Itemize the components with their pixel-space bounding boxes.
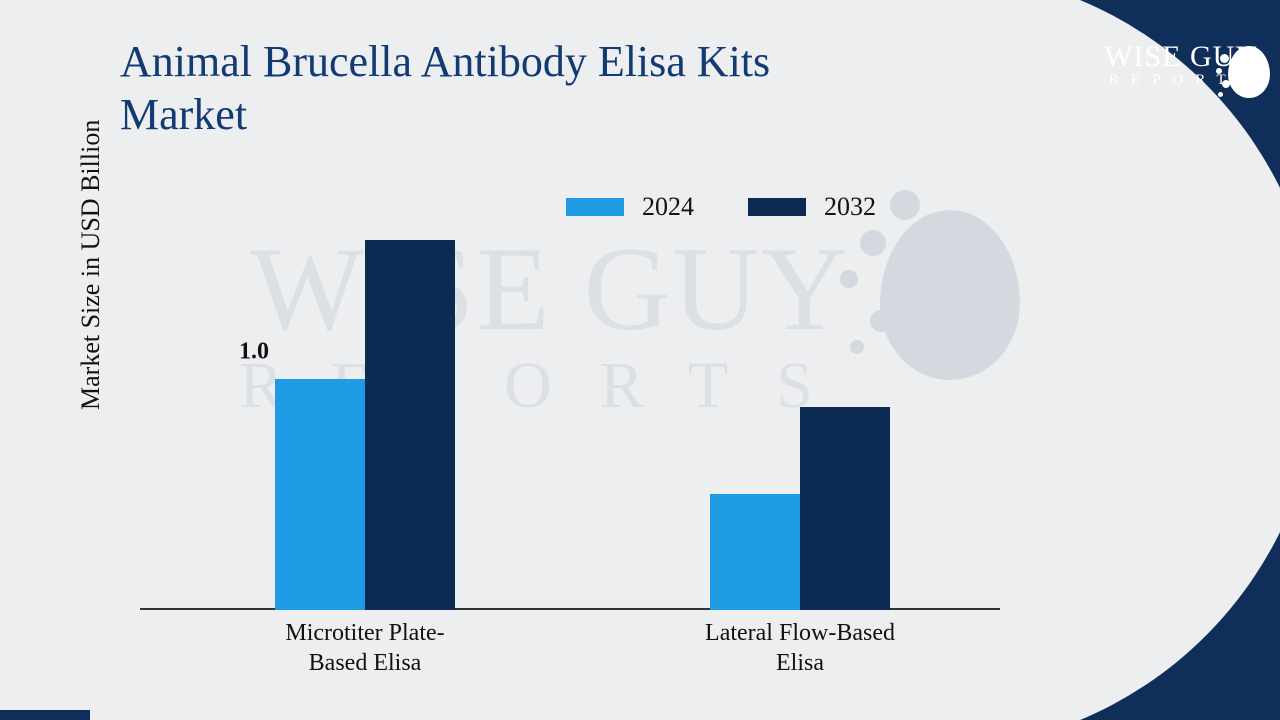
brand-logo-line2: REPORTS: [1103, 72, 1258, 89]
plot-area: 1.0Microtiter Plate-Based ElisaLateral F…: [140, 240, 1000, 610]
chart-title: Animal Brucella Antibody Elisa Kits Mark…: [120, 36, 850, 142]
chart-canvas: WISE GUY REPORTS WISE GUY REPORTS Animal…: [0, 0, 1280, 720]
bar-2032-0: [365, 240, 455, 610]
bottom-accent-bar: [0, 710, 90, 720]
chart-legend: 2024 2032: [566, 192, 876, 222]
brand-logo: WISE GUY REPORTS: [1103, 40, 1258, 89]
legend-item: 2032: [748, 192, 876, 222]
legend-label: 2024: [642, 192, 694, 222]
bar-2024-1: [710, 494, 800, 610]
bar-2024-0: [275, 379, 365, 610]
bar-2032-1: [800, 407, 890, 611]
legend-label: 2032: [824, 192, 876, 222]
x-axis-category-label: Microtiter Plate-Based Elisa: [265, 618, 465, 678]
legend-item: 2024: [566, 192, 694, 222]
y-axis-label: Market Size in USD Billion: [76, 120, 106, 410]
legend-swatch-2024: [566, 198, 624, 216]
brand-logo-line1: WISE GUY: [1103, 40, 1258, 74]
x-axis-category-label: Lateral Flow-Based Elisa: [700, 618, 900, 678]
y-tick-label: 1.0: [239, 338, 275, 365]
legend-swatch-2032: [748, 198, 806, 216]
